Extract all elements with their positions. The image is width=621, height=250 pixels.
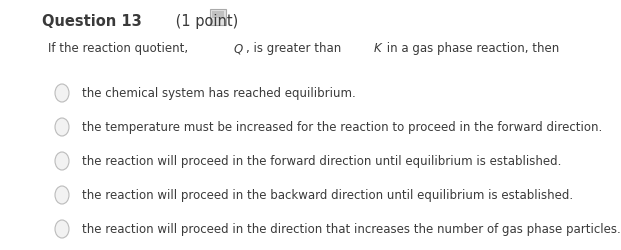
- Ellipse shape: [55, 152, 69, 170]
- Text: Question 13: Question 13: [42, 14, 142, 29]
- Text: , is greater than: , is greater than: [245, 42, 345, 55]
- Ellipse shape: [55, 186, 69, 204]
- Text: the temperature must be increased for the reaction to proceed in the forward dir: the temperature must be increased for th…: [82, 121, 602, 134]
- FancyBboxPatch shape: [210, 10, 226, 26]
- Text: the chemical system has reached equilibrium.: the chemical system has reached equilibr…: [82, 87, 356, 100]
- Text: Q: Q: [233, 42, 243, 55]
- Text: K: K: [373, 42, 381, 55]
- Ellipse shape: [55, 220, 69, 238]
- Text: the reaction will proceed in the backward direction until equilibrium is establi: the reaction will proceed in the backwar…: [82, 189, 573, 202]
- Ellipse shape: [55, 85, 69, 102]
- Text: (1 point): (1 point): [171, 14, 238, 29]
- Ellipse shape: [55, 118, 69, 136]
- Text: in a gas phase reaction, then: in a gas phase reaction, then: [383, 42, 560, 55]
- Text: the reaction will proceed in the forward direction until equilibrium is establis: the reaction will proceed in the forward…: [82, 155, 561, 168]
- Text: If the reaction quotient,: If the reaction quotient,: [48, 42, 192, 55]
- FancyBboxPatch shape: [212, 12, 224, 18]
- Text: the reaction will proceed in the direction that increases the number of gas phas: the reaction will proceed in the directi…: [82, 222, 621, 235]
